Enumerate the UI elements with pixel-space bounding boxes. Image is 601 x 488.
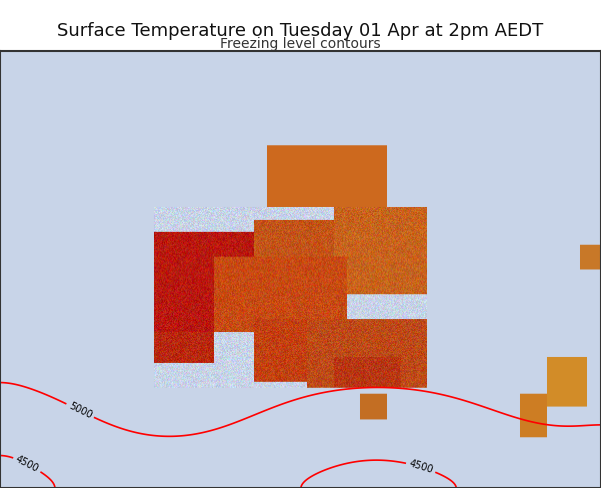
Text: 4500: 4500 (407, 459, 434, 475)
Text: Surface Temperature on Tuesday 01 Apr at 2pm AEDT: Surface Temperature on Tuesday 01 Apr at… (57, 22, 544, 40)
Text: 5000: 5000 (67, 401, 93, 421)
Text: 4500: 4500 (14, 454, 40, 474)
Text: Freezing level contours: Freezing level contours (220, 37, 381, 51)
